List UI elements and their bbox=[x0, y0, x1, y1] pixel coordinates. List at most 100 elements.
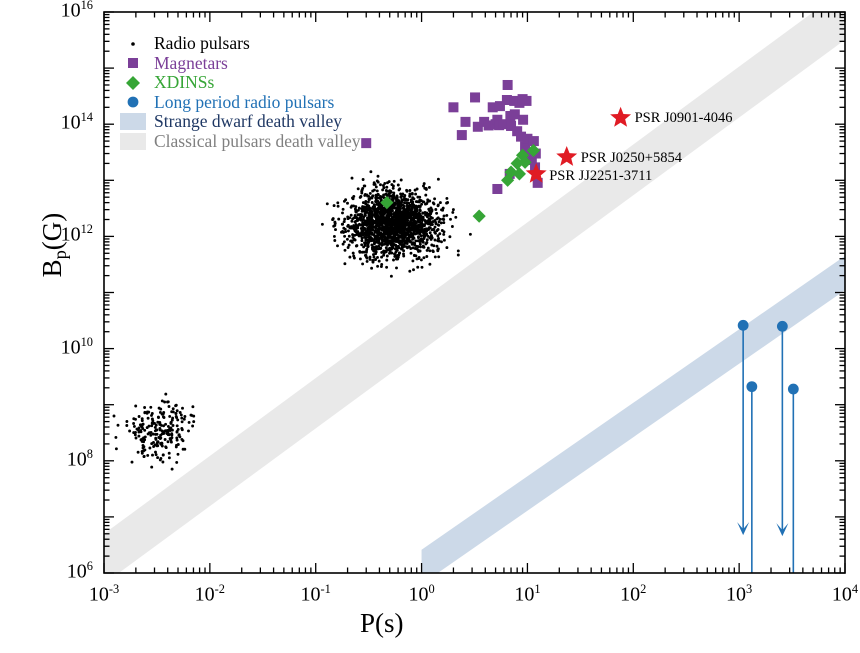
radio-pulsar-point bbox=[385, 185, 389, 189]
radio-pulsar-point bbox=[430, 228, 434, 232]
magnetar-point bbox=[448, 102, 459, 113]
upper-limit-arrowhead bbox=[776, 523, 789, 537]
radio-pulsar-point bbox=[376, 255, 379, 259]
radio-pulsar-point bbox=[428, 262, 432, 266]
radio-pulsar-point bbox=[399, 178, 403, 182]
radio-pulsar-point bbox=[411, 259, 415, 263]
radio-pulsar-point bbox=[149, 433, 153, 437]
magnetar-point bbox=[492, 114, 503, 125]
radio-pulsar-point bbox=[136, 450, 140, 454]
radio-pulsar-point bbox=[354, 210, 358, 214]
radio-pulsar-point bbox=[364, 202, 368, 206]
radio-pulsar-point bbox=[383, 237, 387, 241]
radio-pulsar-point bbox=[114, 435, 118, 439]
radio-pulsar-point bbox=[406, 219, 410, 222]
radio-pulsar-point bbox=[347, 234, 351, 238]
radio-pulsar-point bbox=[442, 221, 446, 225]
radio-pulsar-point bbox=[413, 247, 417, 250]
radio-pulsar-point bbox=[419, 258, 423, 262]
radio-pulsar-point bbox=[365, 249, 368, 253]
radio-pulsar-point bbox=[379, 183, 382, 187]
radio-pulsar-point bbox=[399, 192, 403, 196]
radio-pulsar-point bbox=[372, 249, 376, 253]
radio-pulsar-point bbox=[346, 217, 350, 221]
radio-pulsar-point bbox=[351, 233, 355, 237]
radio-pulsar-point bbox=[399, 204, 403, 208]
radio-pulsar-point bbox=[391, 199, 395, 202]
magnetar-point bbox=[532, 177, 543, 188]
radio-pulsar-point bbox=[157, 406, 161, 410]
radio-pulsar-point bbox=[394, 224, 397, 228]
radio-pulsar-point bbox=[366, 221, 369, 225]
radio-pulsar-point bbox=[382, 235, 386, 239]
radio-pulsar-point bbox=[397, 213, 401, 217]
magnetar-point bbox=[460, 116, 471, 127]
radio-pulsar-point bbox=[146, 453, 150, 457]
radio-pulsar-point bbox=[370, 266, 374, 270]
radio-pulsar-point bbox=[162, 424, 166, 428]
long-period-pulsar-point bbox=[776, 320, 788, 332]
radio-pulsar-point bbox=[450, 225, 454, 228]
radio-pulsar-point bbox=[372, 239, 376, 243]
radio-pulsar-point bbox=[423, 186, 427, 190]
radio-pulsar-point bbox=[442, 218, 446, 221]
radio-pulsar-point bbox=[181, 406, 184, 410]
magnetar-point bbox=[483, 120, 494, 131]
radio-pulsar-point bbox=[415, 214, 419, 218]
radio-pulsar-point bbox=[183, 447, 187, 451]
radio-pulsar-point bbox=[166, 440, 170, 444]
xdins-point bbox=[510, 156, 524, 171]
radio-pulsar-point bbox=[156, 415, 160, 419]
radio-pulsar-point bbox=[412, 253, 416, 257]
radio-pulsar-point bbox=[413, 188, 417, 192]
radio-pulsar-point bbox=[360, 236, 364, 240]
radio-pulsar-point bbox=[171, 410, 175, 414]
radio-pulsar-point bbox=[448, 235, 452, 239]
radio-pulsar-point bbox=[137, 415, 141, 418]
radio-pulsar-point bbox=[404, 241, 408, 244]
radio-pulsar-point bbox=[333, 222, 337, 225]
radio-pulsar-point bbox=[409, 227, 413, 231]
radio-pulsar-point bbox=[347, 243, 351, 247]
radio-pulsar-point bbox=[148, 446, 152, 450]
radio-pulsar-point bbox=[402, 249, 406, 253]
radio-pulsar-point bbox=[160, 399, 164, 403]
xdins-point bbox=[380, 196, 394, 210]
radio-pulsar-point bbox=[408, 269, 412, 273]
death-valley-band bbox=[104, 12, 845, 573]
radio-pulsar-point bbox=[389, 190, 393, 194]
legend-item: Magnetars bbox=[120, 53, 361, 74]
radio-pulsar-point bbox=[364, 236, 368, 240]
radio-pulsar-point bbox=[428, 218, 432, 222]
radio-pulsar-point bbox=[400, 194, 404, 198]
radio-pulsar-point bbox=[431, 201, 435, 205]
radio-pulsar-point bbox=[368, 217, 372, 221]
radio-pulsar-point bbox=[385, 223, 389, 227]
radio-pulsar-point bbox=[387, 180, 391, 184]
radio-pulsar-point bbox=[158, 422, 162, 426]
radio-pulsar-point bbox=[378, 216, 382, 220]
radio-pulsar-point bbox=[374, 246, 378, 250]
radio-pulsar-point bbox=[352, 204, 356, 208]
radio-pulsar-point bbox=[384, 227, 388, 231]
radio-pulsar-point bbox=[363, 231, 367, 235]
radio-pulsar-point bbox=[344, 230, 348, 234]
radio-pulsar-point bbox=[361, 178, 365, 181]
radio-pulsar-point bbox=[368, 191, 372, 195]
radio-pulsar-point bbox=[365, 205, 369, 209]
radio-pulsar-point bbox=[403, 233, 406, 237]
magnetar-point bbox=[516, 131, 527, 142]
radio-pulsar-point bbox=[390, 251, 394, 255]
radio-pulsar-point bbox=[175, 438, 179, 442]
radio-pulsar-point bbox=[134, 436, 138, 440]
magnetar-point bbox=[487, 102, 498, 113]
radio-pulsar-point bbox=[163, 400, 167, 404]
radio-pulsar-point bbox=[412, 212, 416, 215]
radio-pulsar-point bbox=[400, 246, 404, 250]
radio-pulsar-point bbox=[408, 189, 412, 192]
radio-pulsar-point bbox=[451, 210, 455, 214]
legend-item: Classical pulsars death valley bbox=[120, 131, 361, 152]
radio-pulsar-point bbox=[392, 221, 395, 225]
radio-pulsar-point bbox=[376, 180, 380, 184]
